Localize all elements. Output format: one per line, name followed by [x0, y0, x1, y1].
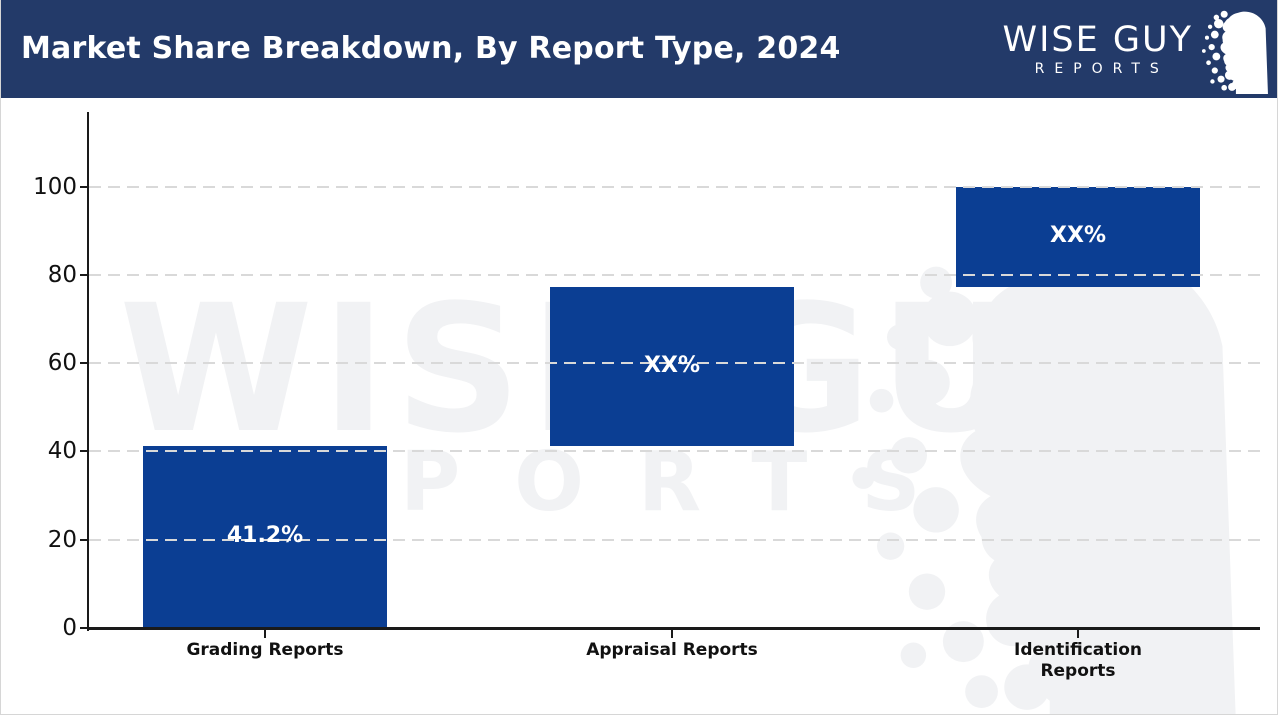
x-axis-line	[87, 627, 1260, 630]
logo-wiseguy-label: WISE GUY	[1002, 20, 1193, 60]
header-bar: Market Share Breakdown, By Report Type, …	[1, 0, 1277, 98]
y-tick-mark	[80, 450, 87, 453]
y-tick-label: 20	[47, 526, 77, 553]
bar-value-label: 41.2%	[226, 523, 304, 549]
y-tick-label: 80	[47, 261, 77, 288]
y-tick-label: 100	[33, 173, 77, 200]
gridline	[89, 538, 1260, 541]
x-tick-mark	[671, 630, 673, 638]
logo-text: WISE GUY REPORTS	[1002, 22, 1193, 78]
bar-value-label: XX%	[1050, 222, 1106, 248]
y-axis-line	[87, 112, 89, 631]
x-tick-mark	[264, 630, 266, 638]
bar-appraisal-reports	[550, 287, 794, 447]
bar-identification-reports	[956, 186, 1200, 288]
y-tick-label: 60	[47, 350, 77, 377]
x-category-label: Identification Reports	[1014, 640, 1142, 681]
y-tick-mark	[80, 362, 87, 365]
x-tick-mark	[1077, 630, 1079, 638]
y-tick-label: 40	[47, 438, 77, 465]
y-tick-mark	[80, 273, 87, 276]
y-tick-mark	[80, 185, 87, 188]
bar-value-label: XX%	[644, 352, 700, 378]
wiseguy-logo: WISE GUY REPORTS	[1002, 8, 1275, 94]
bar-grading-reports	[143, 446, 387, 628]
x-category-label: Grading Reports	[186, 640, 344, 660]
y-tick-label: 0	[62, 615, 77, 641]
gridline	[89, 450, 1260, 453]
gridline	[89, 273, 1260, 276]
gridline	[89, 362, 1260, 365]
y-tick-mark	[80, 627, 87, 629]
chart-title: Market Share Breakdown, By Report Type, …	[21, 31, 841, 66]
gridline	[89, 185, 1260, 188]
x-category-label: Appraisal Reports	[586, 640, 758, 660]
logo-reports-label: REPORTS	[1034, 61, 1169, 77]
logo-face-icon	[1201, 10, 1268, 94]
y-tick-mark	[80, 538, 87, 541]
